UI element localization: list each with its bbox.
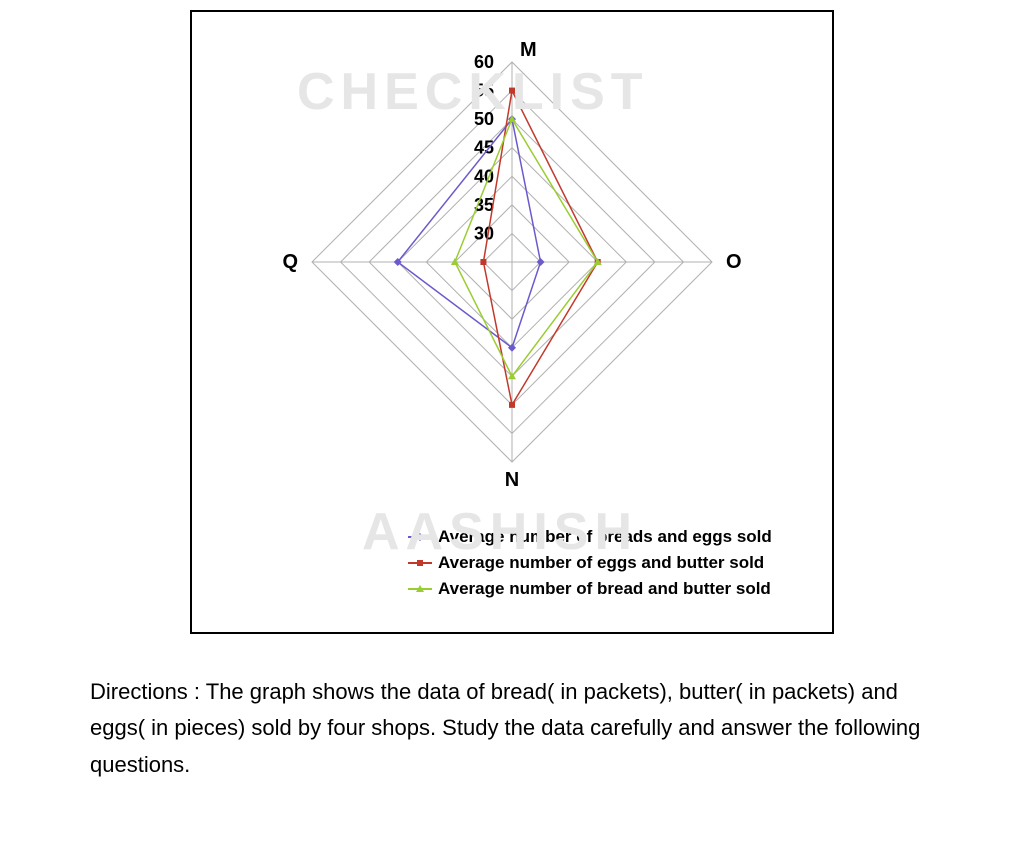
- legend-label: Average number of bread and butter sold: [438, 579, 771, 598]
- tick-label: 60: [474, 52, 494, 72]
- page: CHECKLISTAASHISH MONQ30354045505560Avera…: [0, 0, 1024, 783]
- radar-chart-container: CHECKLISTAASHISH MONQ30354045505560Avera…: [190, 10, 834, 634]
- directions-text: The graph shows the data of bread( in pa…: [90, 679, 920, 777]
- axis-label: M: [520, 39, 537, 61]
- tick-label: 30: [474, 223, 494, 243]
- radar-chart: MONQ30354045505560Average number of brea…: [192, 12, 832, 632]
- legend-label: Average number of breads and eggs sold: [438, 527, 772, 546]
- series-marker: [509, 88, 515, 94]
- axis-label: Q: [282, 251, 298, 273]
- tick-label: 55: [474, 81, 494, 101]
- series-polygon: [398, 119, 541, 348]
- axis-label: N: [505, 469, 519, 491]
- axis-label: O: [726, 251, 742, 273]
- series-marker: [480, 259, 486, 265]
- legend-label: Average number of eggs and butter sold: [438, 553, 764, 572]
- directions-paragraph: Directions : The graph shows the data of…: [90, 674, 934, 783]
- series-marker: [509, 402, 515, 408]
- legend-marker: [416, 533, 424, 541]
- legend-marker: [417, 560, 423, 566]
- tick-label: 50: [474, 109, 494, 129]
- directions-label: Directions :: [90, 679, 206, 704]
- series-polygon: [483, 91, 597, 405]
- tick-label: 40: [474, 166, 494, 186]
